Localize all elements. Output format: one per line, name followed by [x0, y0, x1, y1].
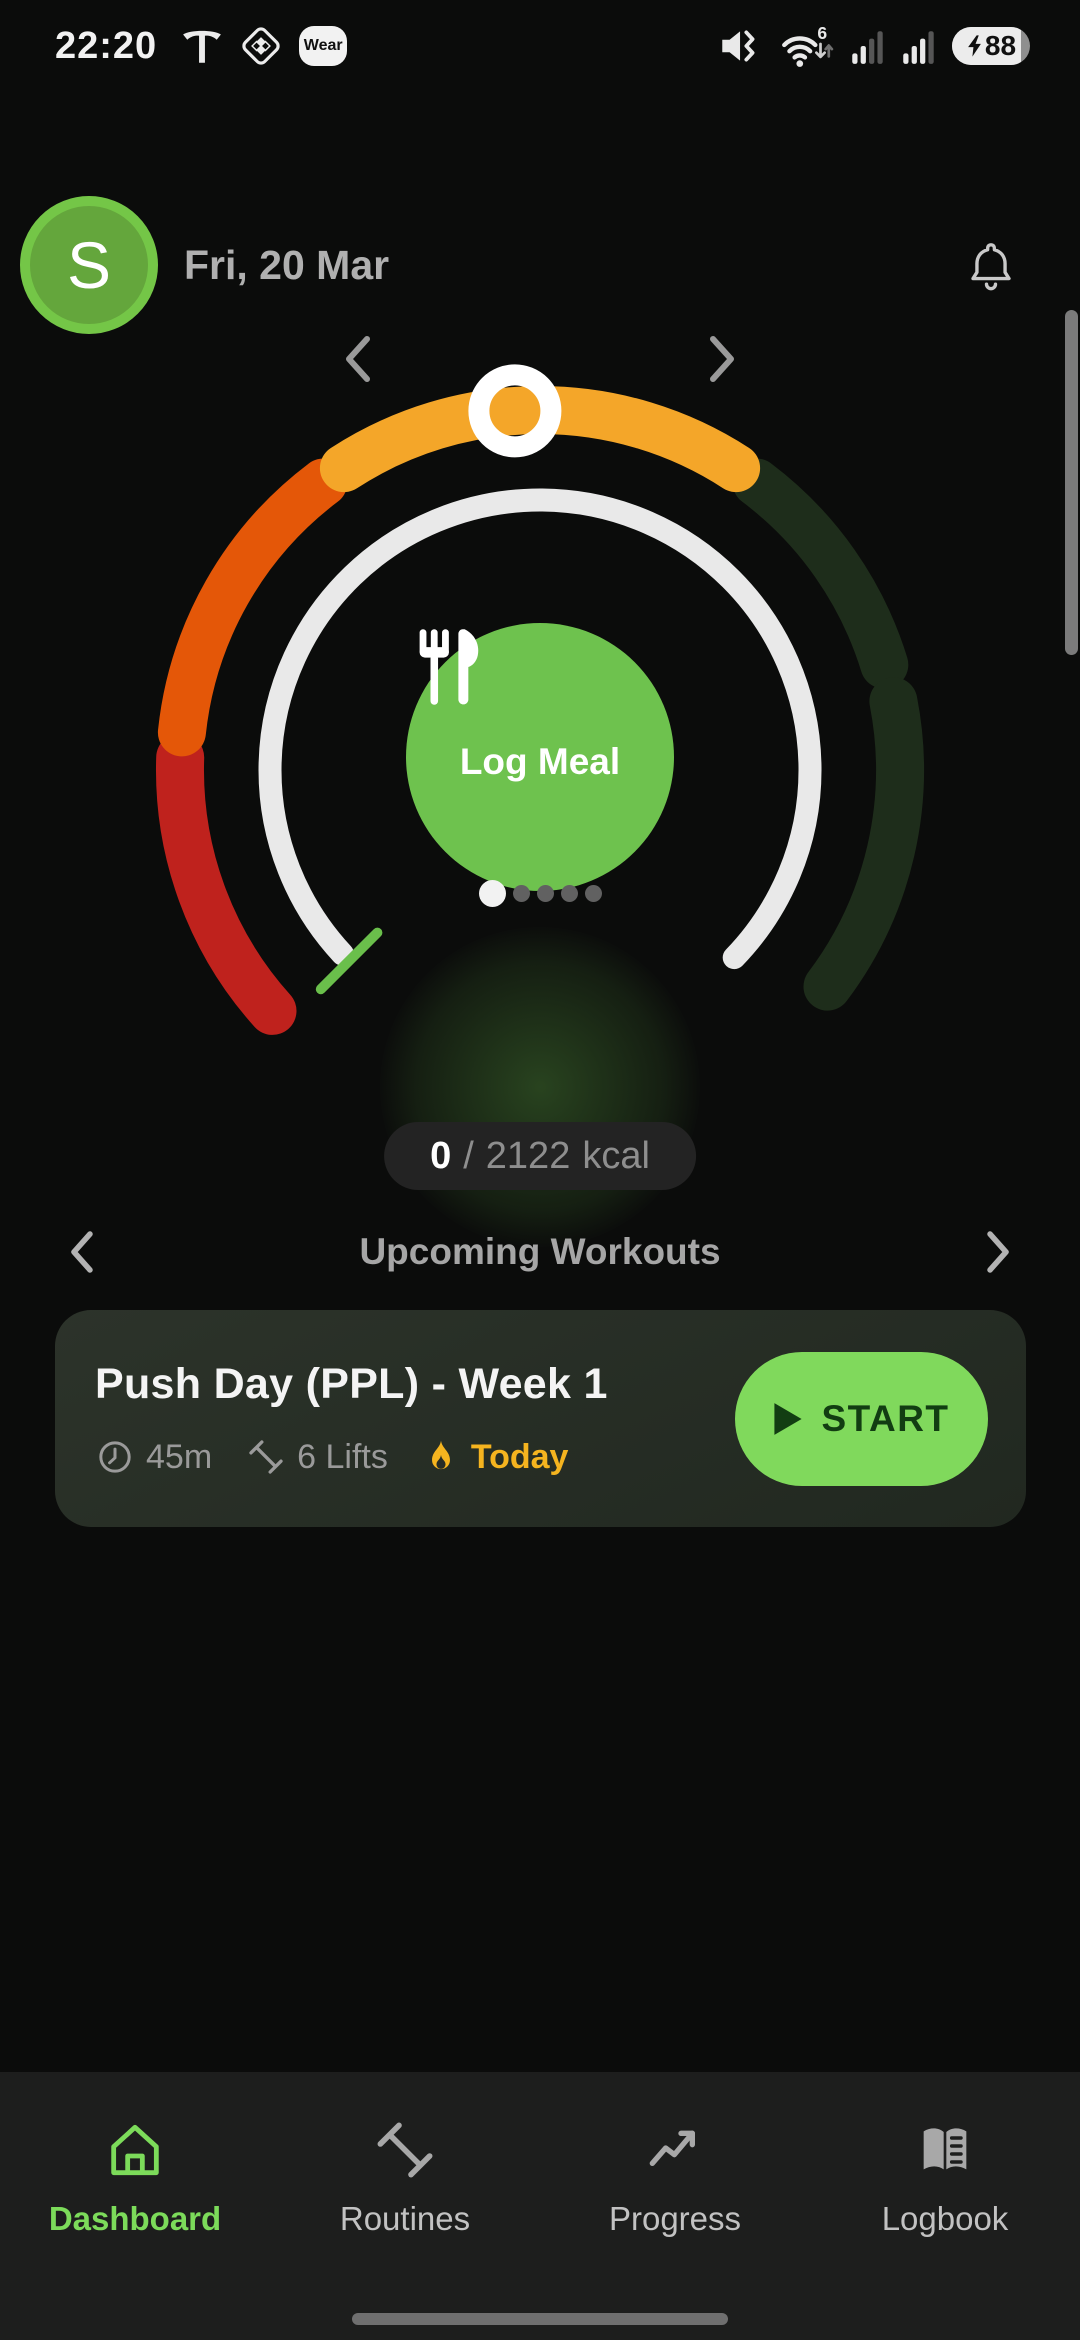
gauge-segment-amber [319, 386, 761, 493]
logbook-icon [923, 2128, 967, 2170]
mute-vibrate-icon [722, 30, 755, 62]
signal-icon [903, 31, 934, 64]
pager-dot[interactable] [512, 885, 530, 902]
pager-dot-active[interactable] [478, 880, 506, 907]
nav-label: Logbook [881, 2200, 1009, 2237]
header: S Fri, 20 Mar [20, 192, 1018, 338]
trending-up-icon [649, 2130, 695, 2166]
status-right-icons: 6 88 [716, 23, 1030, 69]
workout-title: Push Day (PPL) - Week 1 [95, 1360, 608, 1408]
workout-info: Push Day (PPL) - Week 1 45m 6 Lifts [95, 1360, 735, 1477]
calorie-summary-pill: 0 / 2122 kcal [384, 1122, 696, 1190]
dumbbell-icon [377, 2122, 433, 2178]
calorie-gauge: Log Meal [0, 330, 1080, 1247]
duration-item: 45m [95, 1437, 212, 1477]
workout-schedule: Today [470, 1437, 569, 1476]
battery-percent: 88 [984, 30, 1017, 61]
nav-item-logbook[interactable]: Logbook [810, 2118, 1080, 2340]
gauge-segment-green-lower [803, 677, 924, 1011]
log-meal-button[interactable]: Log Meal [406, 623, 674, 891]
gauge-knob[interactable] [468, 364, 562, 458]
nav-label: Progress [608, 2200, 742, 2237]
gesture-bar[interactable] [352, 2313, 728, 2325]
prev-workout-chevron-icon[interactable] [66, 1227, 100, 1277]
gauge-pager-dots[interactable] [0, 880, 1080, 907]
home-icon [111, 2124, 159, 2176]
nav-label: Dashboard [48, 2200, 222, 2237]
gauge-arcs [155, 364, 924, 1035]
tesla-icon [183, 30, 222, 63]
wifi-generation: 6 [817, 23, 827, 43]
lightning-bolt-icon [968, 35, 981, 57]
section-title: Upcoming Workouts [359, 1231, 721, 1272]
gauge-segment-red [155, 733, 297, 1035]
next-workout-chevron-icon[interactable] [980, 1227, 1014, 1277]
bottom-nav: Dashboard Routines Progress Logbook [0, 2072, 1080, 2340]
status-time: 22:20 [55, 24, 158, 67]
gauge-segment-orange [157, 458, 348, 757]
nav-item-routines[interactable]: Routines [270, 2118, 540, 2340]
pager-dot[interactable] [584, 885, 602, 902]
upcoming-workouts-row: Upcoming Workouts [66, 1222, 1014, 1282]
workout-lifts: 6 Lifts [297, 1437, 388, 1476]
start-label: START [821, 1397, 950, 1439]
dumbbell-icon [249, 1440, 283, 1474]
play-icon [774, 1402, 803, 1435]
workout-duration: 45m [146, 1437, 213, 1476]
clock-icon [99, 1441, 131, 1473]
pager-dot[interactable] [560, 885, 578, 902]
signal-icon [852, 31, 883, 64]
gauge-start-tick [315, 927, 383, 995]
workout-meta: 45m 6 Lifts Today [95, 1437, 735, 1477]
scrollbar[interactable] [1065, 310, 1078, 655]
nav-item-progress[interactable]: Progress [540, 2118, 810, 2340]
gauge-segment-green-upper [732, 458, 909, 689]
status-bar: 22:20 Wear [0, 0, 1080, 92]
log-meal-label: Log Meal [459, 741, 621, 782]
center-glow [380, 927, 700, 1247]
fork-knife-icon [419, 629, 479, 705]
wifi-icon: 6 [782, 23, 834, 67]
avatar[interactable]: S [20, 196, 158, 334]
nav-item-dashboard[interactable]: Dashboard [0, 2118, 270, 2340]
flame-icon [431, 1440, 450, 1470]
battery-fill [952, 27, 1021, 65]
status-left-icons: Wear [181, 24, 348, 68]
wear-badge: Wear [299, 26, 348, 66]
pager-dot[interactable] [536, 885, 554, 902]
gauge-prev-chevron-icon[interactable] [340, 330, 378, 388]
calories-consumed: 0 [430, 1134, 452, 1177]
notification-bell-icon[interactable] [964, 238, 1018, 292]
avatar-letter: S [66, 228, 112, 302]
calories-separator: / [463, 1134, 474, 1177]
schedule-item: Today [422, 1437, 569, 1477]
header-date: Fri, 20 Mar [184, 241, 390, 288]
gauge-progress-ring [258, 488, 822, 970]
nav-label: Routines [339, 2200, 471, 2237]
workout-card[interactable]: Push Day (PPL) - Week 1 45m 6 Lifts [55, 1310, 1026, 1527]
battery-charging-icon: 88 [952, 27, 1030, 65]
calories-target: 2122 [485, 1134, 571, 1177]
start-workout-button[interactable]: START [735, 1351, 988, 1486]
calories-unit: kcal [582, 1134, 650, 1177]
gauge-next-chevron-icon[interactable] [702, 330, 740, 388]
widget-diamond-icon [242, 27, 280, 65]
lifts-item: 6 Lifts [246, 1437, 388, 1477]
